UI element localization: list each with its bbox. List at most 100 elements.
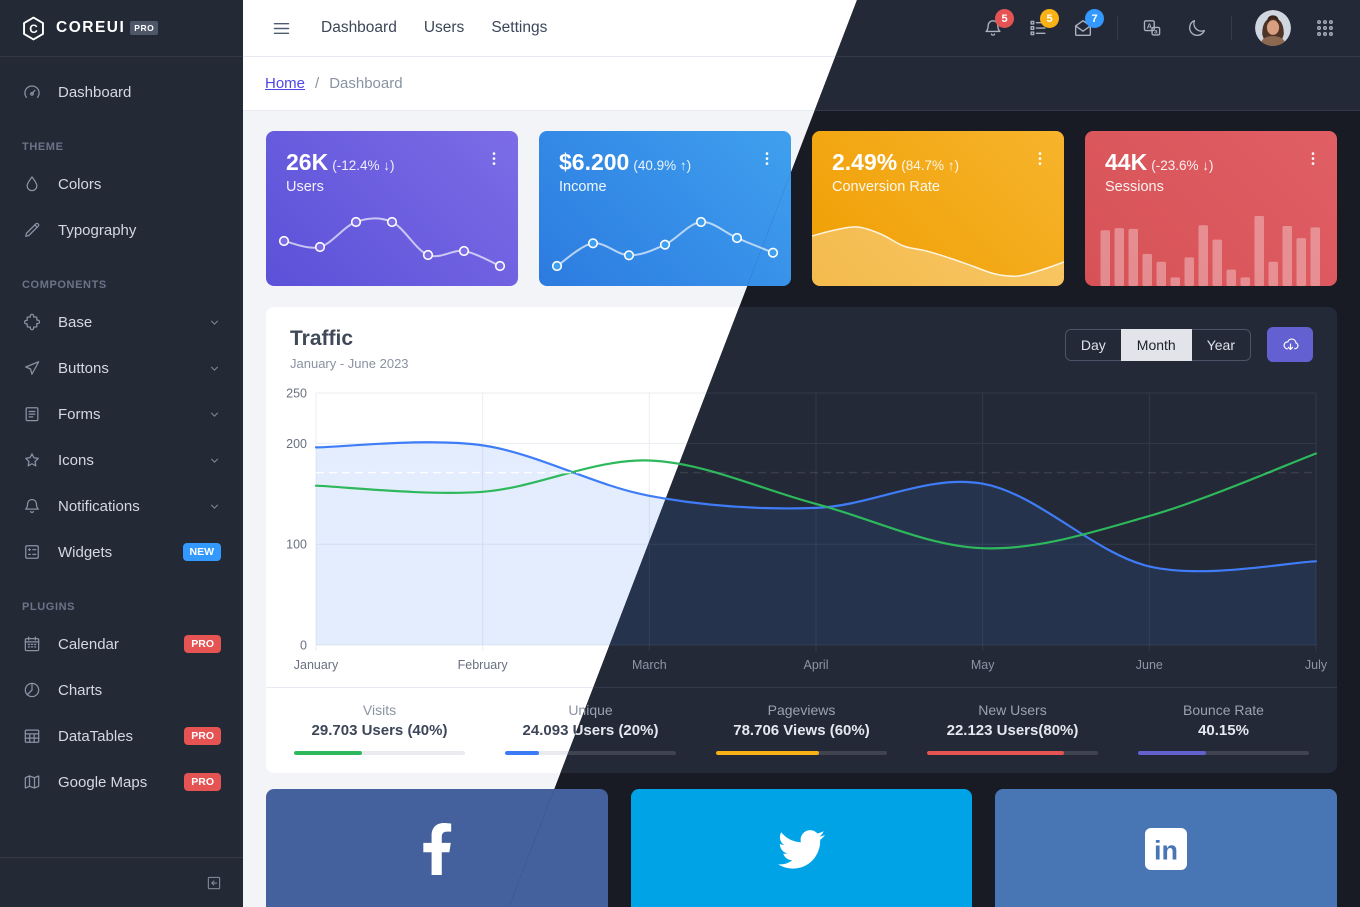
notifications-bell-button[interactable]: 5 [982, 9, 1014, 39]
messages-button[interactable]: 7 [1072, 9, 1104, 39]
messages-count-badge: 7 [1085, 9, 1104, 28]
breadcrumb-home-link[interactable]: Home [265, 75, 306, 92]
stat-card-income: $6.200(40.9% ↑) Income [539, 131, 791, 286]
progress-bar [294, 751, 465, 755]
coreui-logo-icon: C [20, 15, 47, 42]
sidebar-item-label: Forms [58, 405, 101, 423]
sidebar-item-label: Google Maps [58, 773, 148, 791]
svg-text:C: C [29, 21, 38, 35]
brand-name: COREUI [56, 19, 126, 36]
sidebar-toggle-button[interactable] [271, 18, 292, 39]
linkedin-icon: in [1142, 825, 1190, 873]
pro-badge: PRO [184, 773, 221, 791]
stat-value: 44K [1105, 149, 1148, 175]
traffic-stat-value: 40.15% [1198, 722, 1249, 739]
traffic-card-header: Traffic January - June 2023 Day Month Ye… [509, 327, 1337, 371]
facebook-icon [421, 823, 454, 875]
sidebar-item-label: DataTables [58, 727, 134, 745]
traffic-stat-value: 78.706 Views (60%) [733, 722, 870, 739]
traffic-stat-label: Pageviews [767, 702, 836, 718]
traffic-actions: Day Month Year [1064, 327, 1313, 362]
stat-label: Conversion Rate [832, 179, 940, 195]
star-icon [22, 450, 42, 470]
chevron-down-icon [208, 500, 221, 513]
chevron-down-icon [208, 408, 221, 421]
user-avatar[interactable] [1255, 10, 1291, 46]
cursor-icon [22, 358, 42, 378]
sidebar-item-label: Buttons [58, 359, 109, 377]
stat-card-conversion-rate: 2.49%(84.7% ↑) Conversion Rate [812, 131, 1064, 286]
traffic-stat-label: Bounce Rate [1183, 702, 1264, 718]
sidebar-item-label: Widgets [58, 543, 113, 561]
sidebar-item-buttons[interactable]: Buttons [0, 345, 243, 391]
pro-badge: PRO [184, 727, 221, 745]
sidebar-item-typography[interactable]: Typography [0, 207, 243, 253]
range-day-button[interactable]: Day [1064, 328, 1122, 361]
svg-text:January: January [294, 658, 339, 672]
sidebar-item-label: Calendar [58, 635, 119, 653]
social-cards-row: in [509, 789, 1337, 907]
sidebar-collapse-icon[interactable] [205, 874, 223, 892]
brand[interactable]: C COREUI PRO [0, 0, 243, 57]
stat-mini-chart [812, 220, 1064, 286]
sidebar-section-theme: Theme [22, 141, 64, 153]
stat-delta: (-12.4% ↓) [332, 158, 395, 173]
nav-dashboard[interactable]: Dashboard [321, 19, 397, 36]
notes-icon [22, 404, 42, 424]
traffic-stat-value: 22.123 Users(80%) [946, 722, 1079, 739]
pencil-icon [22, 220, 42, 240]
sidebar-item-calendar[interactable]: Calendar PRO [0, 621, 243, 667]
twitter-icon [777, 826, 825, 873]
theme-toggle-button[interactable] [1186, 17, 1208, 39]
sidebar-item-colors[interactable]: Colors [0, 161, 243, 207]
widgets-icon [22, 542, 42, 562]
sidebar-item-google-maps[interactable]: Google Maps PRO [0, 759, 243, 805]
sidebar-item-notifications[interactable]: Notifications [0, 483, 243, 529]
social-card-linkedin[interactable]: in [995, 789, 1337, 907]
sidebar-section-components: Components [22, 279, 107, 291]
sidebar-nav: Dashboard Theme Colors Typography Components… [0, 57, 243, 857]
sidebar-item-icons[interactable]: Icons [0, 437, 243, 483]
nav-users[interactable]: Users [423, 19, 465, 36]
traffic-stat-value: 29.703 Users (40%) [311, 722, 448, 739]
card-menu-button[interactable] [757, 149, 777, 169]
header-nav: Dashboard Users Settings [321, 19, 547, 37]
progress-bar [927, 751, 1098, 755]
social-card-twitter[interactable] [630, 789, 973, 907]
sidebar-item-datatables[interactable]: DataTables PRO [0, 713, 243, 759]
sidebar-item-dashboard[interactable]: Dashboard [0, 69, 243, 115]
sidebar-item-base[interactable]: Base [0, 299, 243, 345]
speedometer-icon [22, 82, 42, 102]
range-month-button[interactable]: Month [1120, 328, 1192, 361]
stat-value: 2.49% [832, 149, 898, 175]
range-toggle-group: Day Month Year [1064, 328, 1251, 361]
svg-text:June: June [1136, 658, 1163, 672]
traffic-stat-visits: Visits 29.703 Users (40%) [274, 702, 485, 755]
chevron-down-icon [208, 316, 221, 329]
sidebar-item-label: Dashboard [58, 83, 132, 101]
card-menu-button[interactable] [1030, 149, 1050, 169]
progress-bar [1138, 751, 1309, 755]
download-chart-button[interactable] [1267, 327, 1313, 362]
traffic-stat-new-users: New Users 22.123 Users(80%) [907, 702, 1118, 755]
apps-grid-button[interactable] [1314, 17, 1336, 39]
nav-settings[interactable]: Settings [491, 19, 548, 36]
card-menu-button[interactable] [484, 149, 504, 169]
card-menu-button[interactable] [1303, 149, 1323, 169]
tasks-count-badge: 5 [1040, 9, 1059, 28]
tasks-button[interactable]: 5 [1027, 9, 1059, 39]
range-year-button[interactable]: Year [1190, 328, 1251, 361]
traffic-stat-bounce-rate: Bounce Rate 40.15% [1118, 702, 1329, 755]
stat-value: $6.200 [559, 149, 630, 175]
svg-text:April: April [803, 658, 828, 672]
sidebar-item-label: Charts [58, 681, 103, 699]
svg-text:100: 100 [286, 538, 307, 552]
breadcrumb-separator: / [315, 75, 320, 92]
svg-text:200: 200 [286, 437, 307, 451]
sidebar: C COREUI PRO Dashboard Theme Colors Typogra… [0, 0, 243, 907]
sidebar-item-widgets[interactable]: Widgets NEW [0, 529, 243, 575]
traffic-stat-pageviews: Pageviews 78.706 Views (60%) [696, 702, 907, 755]
sidebar-item-charts[interactable]: Charts [0, 667, 243, 713]
sidebar-item-forms[interactable]: Forms [0, 391, 243, 437]
